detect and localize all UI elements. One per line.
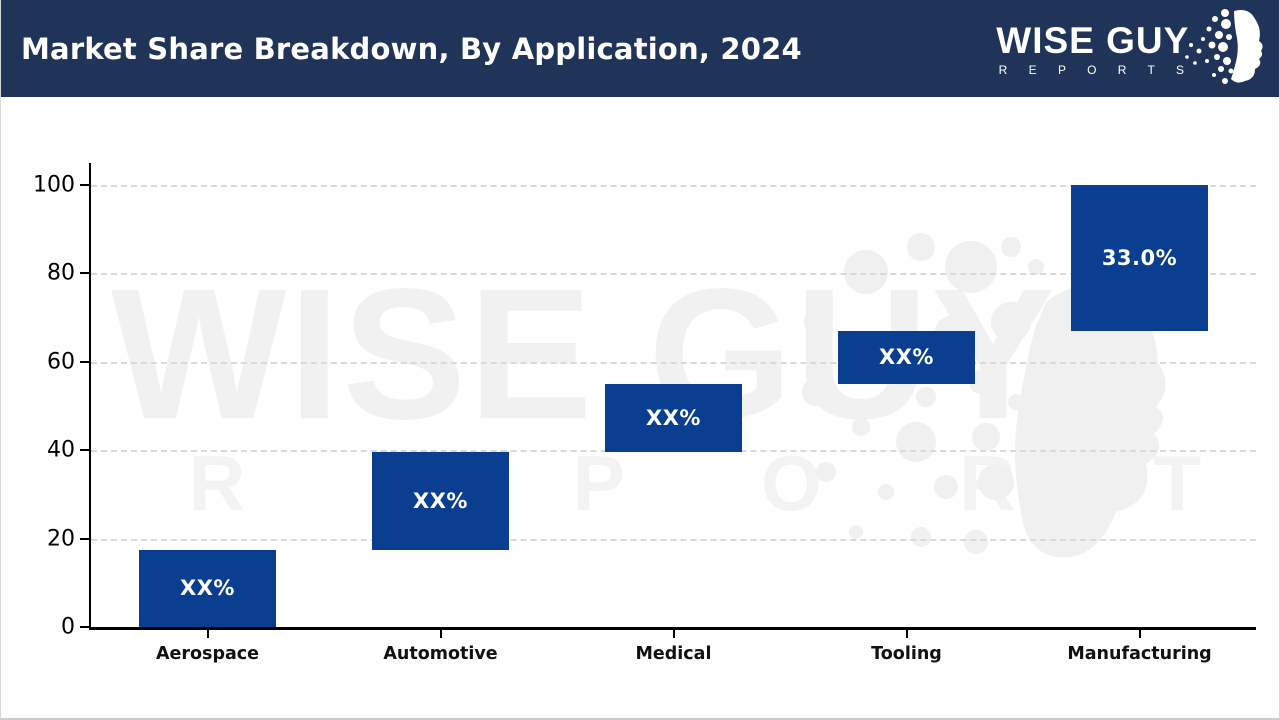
plot-area: 0 20 40 60 80 100 XX% Aerospace XX% Automotive XX%… [33,163,1256,664]
bar-value-label: XX% [413,489,468,514]
x-axis-label: Aerospace [155,644,260,664]
y-tick-label: 60 [47,349,75,375]
x-axis-label: Medical [635,644,712,664]
y-tick-label: 80 [47,260,75,286]
bar-automotive: XX% [371,452,510,550]
gridline [91,538,1256,541]
bar-tooling: XX% [837,330,976,384]
x-tick-mark [672,630,675,638]
gridline [91,361,1256,364]
logo-name: WISE GUY [996,19,1190,61]
gridline [91,185,1256,188]
bar-value-label: XX% [879,345,934,370]
x-tick-mark [206,630,209,638]
bar-value-label: XX% [180,576,235,601]
logo-tagline: R E P O R T S [998,62,1193,77]
gridline [91,273,1256,276]
header-bar: Market Share Breakdown, By Application, … [1,0,1279,97]
y-tick-mark [80,537,89,540]
x-axis-label: Tooling [871,644,942,664]
y-tick-label: 20 [47,526,75,552]
y-tick-mark [80,626,89,628]
x-tick-mark [905,630,908,638]
y-tick-mark [80,360,89,363]
x-axis-label: Manufacturing [1067,644,1212,664]
y-tick-mark [80,184,89,187]
bar-manufacturing: 33.0% [1070,185,1209,331]
y-tick-mark [80,449,89,452]
bar-medical: XX% [604,383,743,453]
bar-aerospace: XX% [138,549,277,627]
x-axis-label: Automotive [383,644,498,664]
bar-value-label: 33.0% [1101,246,1178,270]
y-tick-label: 0 [61,614,75,640]
x-tick-mark [1138,630,1141,638]
page-title: Market Share Breakdown, By Application, … [21,31,802,66]
y-tick-label: 100 [33,172,75,198]
y-tick-mark [80,272,89,275]
wise-guy-logo: WISE GUY R E P O R T S [993,5,1265,93]
logo-text: WISE GUY R E P O R T S [993,22,1193,76]
bar-value-label: XX% [646,406,701,431]
dotted-head-profile-icon [1185,8,1263,84]
y-tick-label: 40 [47,437,75,463]
x-tick-mark [439,630,442,638]
